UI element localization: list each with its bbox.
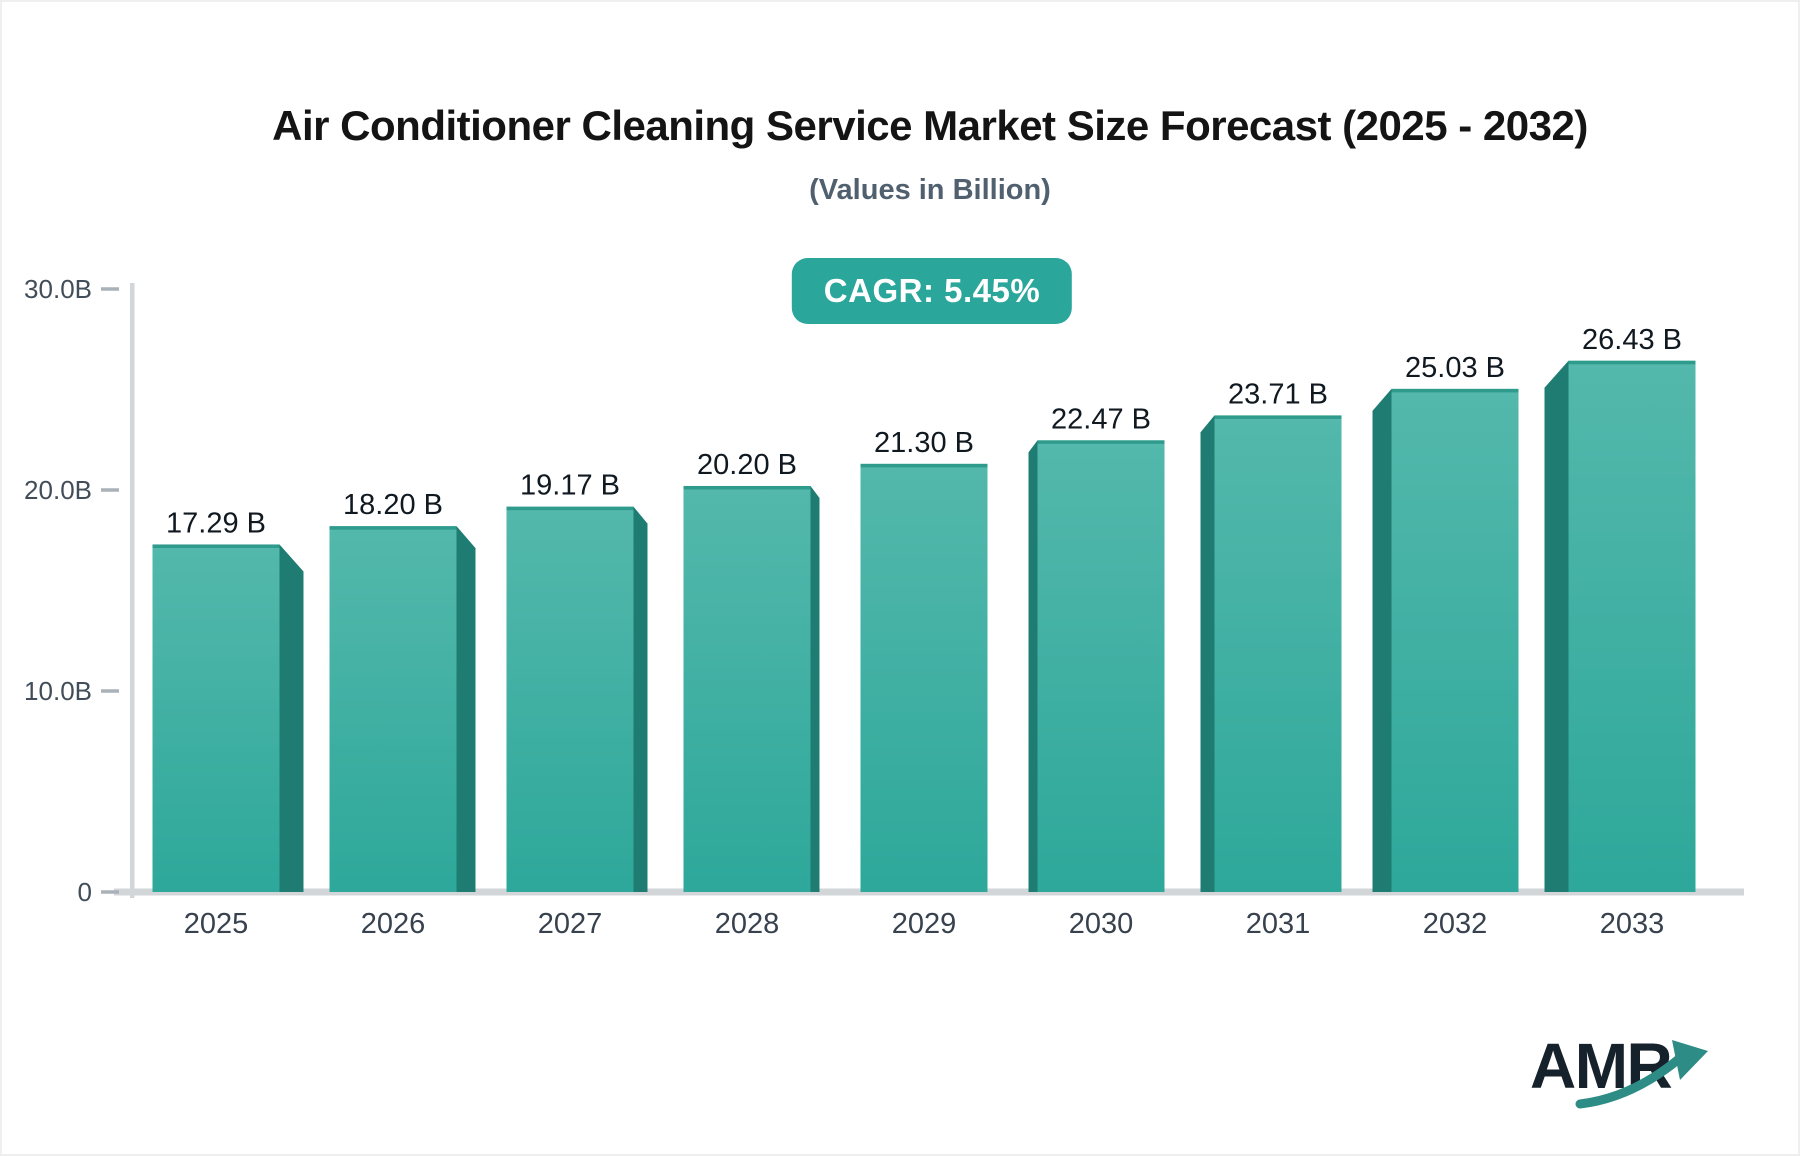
x-tick-label: 2025 <box>184 908 249 940</box>
bar-front-face <box>329 526 457 892</box>
bar-top-edge <box>1568 360 1696 365</box>
bar-value-label: 26.43 B <box>1582 324 1682 356</box>
chart-title: Air Conditioner Cleaning Service Market … <box>272 102 1588 149</box>
bar-2033: 26.43 B 2033 <box>1544 324 1696 940</box>
chart-subtitle: (Values in Billion) <box>809 174 1051 206</box>
bar-2032: 25.03 B 2032 <box>1372 352 1519 940</box>
bar-top-edge <box>506 506 634 511</box>
bar-value-label: 17.29 B <box>166 507 266 539</box>
bar-top-edge <box>329 526 457 530</box>
bar-side-face <box>1200 415 1215 892</box>
bar-side-face <box>810 485 820 892</box>
bar-front-face <box>1568 360 1696 893</box>
x-tick-label: 2031 <box>1246 908 1311 940</box>
bar-2028: 20.20 B 2028 <box>683 449 820 940</box>
bar-top-edge <box>1037 440 1165 444</box>
bar-side-face <box>1544 360 1569 893</box>
y-axis-line <box>130 283 135 898</box>
bar-value-label: 19.17 B <box>520 470 620 502</box>
bar-front-face <box>860 463 988 892</box>
bar-value-label: 21.30 B <box>874 427 974 459</box>
bar-value-label: 22.47 B <box>1051 403 1151 435</box>
x-tick-label: 2033 <box>1600 908 1665 940</box>
x-tick-label: 2029 <box>892 908 957 940</box>
amr-logo-text: AMR <box>1530 1030 1673 1102</box>
y-tick-label: 10.0B <box>24 676 92 706</box>
x-tick-label: 2028 <box>715 908 780 940</box>
bar-value-label: 23.71 B <box>1228 378 1328 410</box>
bar-front-face <box>152 544 280 892</box>
bar-2025: 17.29 B 2025 <box>152 507 304 940</box>
x-tick-label: 2026 <box>361 908 426 940</box>
bar-2026: 18.20 B 2026 <box>329 489 476 940</box>
bar-front-face <box>683 485 811 892</box>
bar-side-face <box>279 544 304 892</box>
bar-top-edge <box>860 463 988 468</box>
bar-side-face <box>456 526 476 892</box>
bar-top-edge <box>683 485 811 490</box>
x-tick-label: 2027 <box>538 908 603 940</box>
bar-front-face <box>1391 388 1519 892</box>
bar-2029: 21.30 B 2029 <box>860 427 988 940</box>
y-tick-dash <box>101 287 119 291</box>
y-tick-dash <box>101 488 119 492</box>
bar-top-edge <box>1391 388 1519 393</box>
y-tick-label: 20.0B <box>24 475 92 505</box>
cagr-badge-label: CAGR: 5.45% <box>823 272 1041 309</box>
y-tick-label: 0 <box>78 877 92 907</box>
bar-side-face <box>633 506 648 892</box>
y-tick-label: 30.0B <box>24 274 92 304</box>
amr-logo: AMR <box>1522 1032 1742 1118</box>
bar-front-face <box>506 506 634 892</box>
y-tick-dash <box>101 890 119 894</box>
bar-front-face <box>1214 415 1342 892</box>
y-tick-dash <box>101 689 119 693</box>
bar-top-edge <box>152 544 280 548</box>
bar-value-label: 25.03 B <box>1405 352 1505 384</box>
trend-up-arrow-icon <box>1575 1040 1708 1109</box>
bar-value-label: 18.20 B <box>343 489 443 521</box>
bar-top-edge <box>1214 415 1342 419</box>
bar-2030: 22.47 B 2030 <box>1028 403 1165 940</box>
bar-value-label: 20.20 B <box>697 449 797 481</box>
bar-front-face <box>1037 440 1165 892</box>
cagr-badge: CAGR: 5.45% <box>791 258 1073 324</box>
bar-2031: 23.71 B 2031 <box>1200 378 1342 940</box>
x-tick-label: 2030 <box>1069 908 1134 940</box>
bar-2027: 19.17 B 2027 <box>506 470 648 940</box>
bar-side-face <box>1028 440 1038 892</box>
x-tick-label: 2032 <box>1423 908 1488 940</box>
bar-side-face <box>1372 388 1392 892</box>
